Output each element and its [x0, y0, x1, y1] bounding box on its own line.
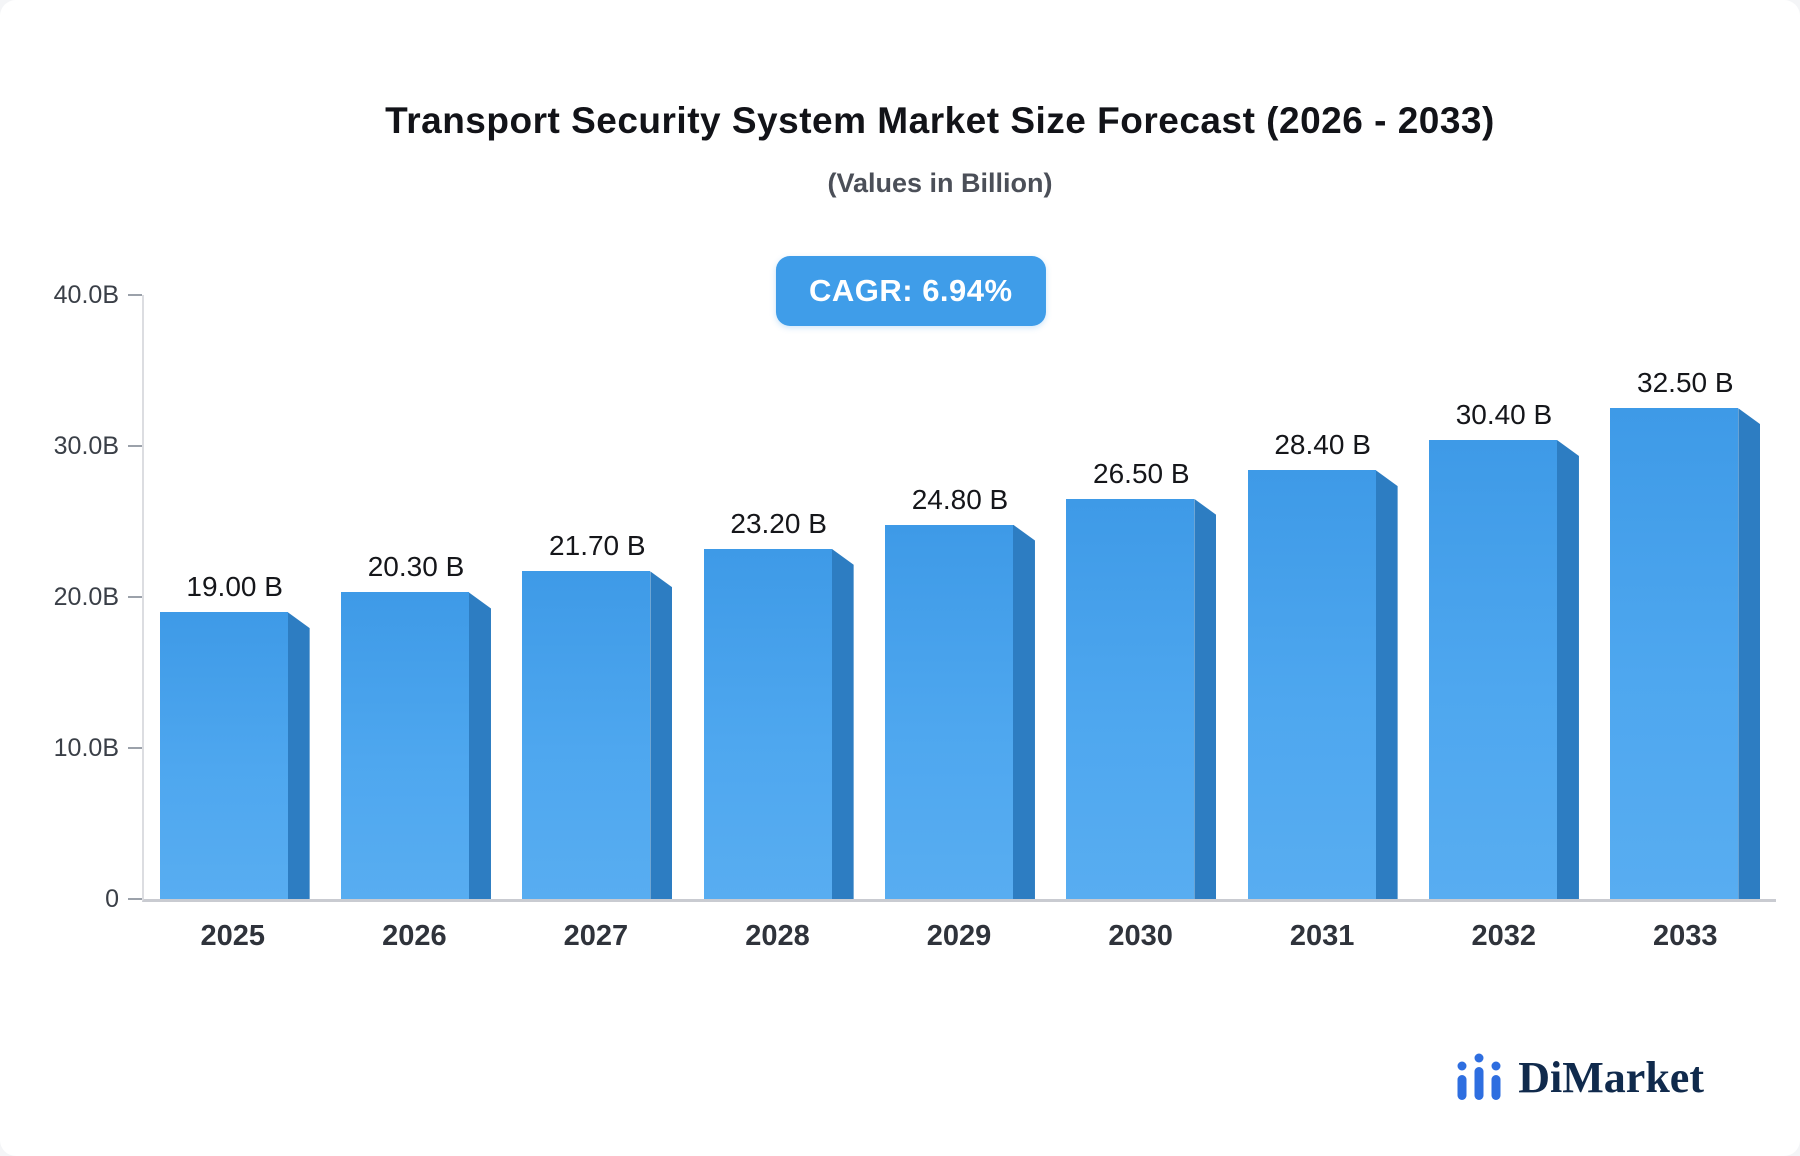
x-tick-label: 2033 [1653, 920, 1718, 952]
bar [1610, 408, 1761, 899]
x-tick-label: 2032 [1471, 920, 1536, 952]
bar-value-label: 19.00 B [186, 571, 283, 603]
bar [703, 548, 854, 899]
x-tick-label: 2031 [1289, 920, 1355, 952]
y-tick: 10.0B [36, 734, 142, 762]
dimarket-logo-text: DiMarket [1518, 1053, 1704, 1102]
chart-subtitle: (Values in Billion) [827, 168, 1053, 198]
y-tick-label: 0 [105, 884, 119, 913]
x-axis: 2025 2026 2027 2028 2029 2030 2031 2032 2033 [142, 902, 1776, 953]
bar-value-label: 21.70 B [549, 530, 646, 562]
bar [1247, 470, 1398, 899]
bar-front-face [340, 592, 469, 899]
bar-group: 23.20 B [688, 508, 869, 899]
y-tick-mark [128, 445, 142, 447]
bar-value-label: 23.20 B [730, 507, 827, 539]
y-tick-label: 20.0B [53, 582, 119, 611]
y-tick-mark [128, 596, 142, 598]
bar-chart: 40.0B 30.0B 20.0B 10.0B 0 19.00 B 20.30 B 21.7… [36, 281, 1776, 953]
bar-group: 26.50 B [1051, 458, 1232, 899]
bar-group: 21.70 B [507, 530, 688, 899]
y-tick-mark [128, 898, 142, 900]
bar-side-face [831, 548, 854, 899]
bar-group: 28.40 B [1232, 429, 1413, 899]
bar-side-face [1738, 408, 1761, 899]
bar-group: 19.00 B [144, 571, 325, 899]
bar [884, 524, 1035, 899]
bar-front-face [1610, 408, 1739, 899]
y-tick-label: 30.0B [53, 431, 119, 460]
dimarket-logo-icon [1454, 1052, 1506, 1100]
bar-value-label: 32.50 B [1637, 367, 1734, 399]
bar-group: 20.30 B [325, 551, 506, 899]
bar-side-face [1012, 524, 1035, 899]
bar-group: 24.80 B [869, 484, 1050, 899]
y-tick-mark [128, 747, 142, 749]
x-tick-label: 2030 [1108, 920, 1173, 952]
bar-value-label: 28.40 B [1274, 429, 1371, 461]
bar-side-face [650, 571, 673, 899]
bar-group: 32.50 B [1595, 367, 1776, 899]
bar-front-face [884, 524, 1013, 899]
x-tick-label: 2029 [926, 920, 992, 952]
y-tick-mark [128, 294, 142, 296]
bar-side-face [468, 592, 491, 899]
bar-value-label: 30.40 B [1455, 398, 1553, 430]
x-tick-label: 2025 [200, 920, 266, 952]
bar-side-face [1194, 498, 1217, 899]
bar-front-face [1066, 498, 1195, 899]
y-tick: 40.0B [36, 281, 142, 309]
bar-value-label: 20.30 B [367, 551, 465, 583]
y-tick-label: 10.0B [53, 733, 119, 762]
bar-side-face [287, 612, 310, 899]
bar-value-label: 26.50 B [1093, 457, 1190, 489]
bar-front-face [522, 571, 651, 899]
bar [159, 612, 310, 899]
bar-front-face [1428, 439, 1557, 899]
bar-front-face [703, 548, 832, 899]
chart-title: Transport Security System Market Size Fo… [385, 100, 1495, 141]
bar-side-face [1375, 470, 1398, 899]
dimarket-logo: DiMarket [1454, 1052, 1704, 1100]
y-tick: 0 [36, 885, 142, 913]
bar-front-face [159, 612, 288, 899]
plot-area: 19.00 B 20.30 B 21.70 B 23.20 B 24.80 B 26.50… [142, 295, 1776, 902]
y-tick: 20.0B [36, 583, 142, 611]
bar [1066, 498, 1217, 899]
x-tick-label: 2027 [563, 920, 629, 952]
bar-side-face [1556, 439, 1579, 899]
x-tick-label: 2026 [382, 920, 447, 952]
y-axis: 40.0B 30.0B 20.0B 10.0B 0 [36, 281, 142, 913]
cagr-badge: CAGR: 6.94% [775, 256, 1046, 326]
y-tick: 30.0B [36, 432, 142, 460]
bar [1428, 439, 1579, 899]
x-tick-label: 2028 [745, 920, 810, 952]
y-tick-label: 40.0B [53, 280, 119, 309]
bar-front-face [1247, 470, 1376, 899]
bar [522, 571, 673, 899]
bar-group: 30.40 B [1413, 399, 1594, 899]
bar [340, 592, 491, 899]
bar-value-label: 24.80 B [911, 483, 1009, 515]
